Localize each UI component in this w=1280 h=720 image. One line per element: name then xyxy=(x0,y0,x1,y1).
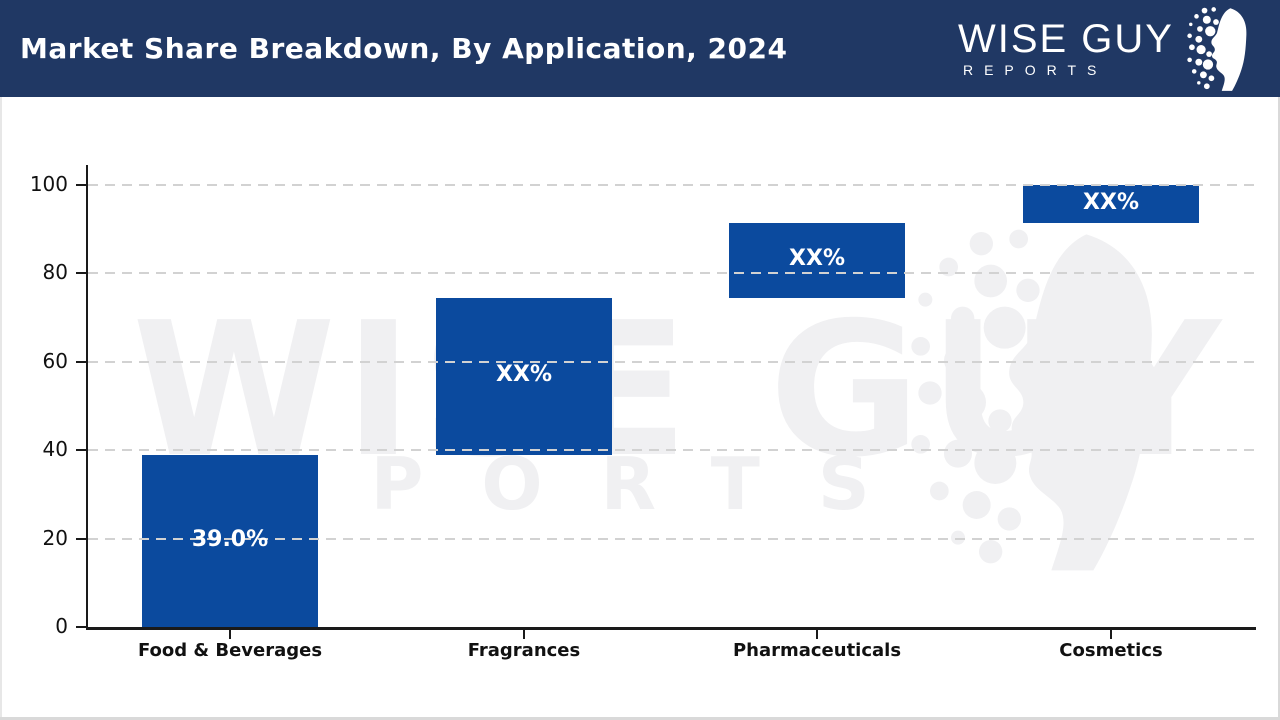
bar-value-label: 39.0% xyxy=(191,526,269,552)
y-axis-tick xyxy=(76,537,86,540)
chart-area: WISE GUY REPORTS 0 20 40 60 80 100 39.0% Food &… xyxy=(0,97,1280,717)
y-axis-tick xyxy=(76,360,86,363)
y-tick-label: 100 xyxy=(29,172,68,196)
category-label: Fragrances xyxy=(467,640,581,661)
page-title: Market Share Breakdown, By Application, … xyxy=(20,32,788,65)
category-label: Pharmaceuticals xyxy=(732,640,902,661)
wiseguy-face-icon xyxy=(1187,6,1247,91)
y-axis-tick xyxy=(76,184,86,186)
y-tick-label: 0 xyxy=(55,614,68,638)
y-axis-tick xyxy=(76,626,86,628)
bottom-border xyxy=(0,717,1280,720)
bar-value-label: XX% xyxy=(496,362,552,388)
wiseguy-face-watermark-icon xyxy=(911,229,1152,571)
bar-3 xyxy=(729,222,905,298)
y-tick-label: 20 xyxy=(42,525,68,550)
brand-logo: WISE GUY REPORTS xyxy=(958,6,1254,92)
gridline-60 xyxy=(88,360,1256,363)
y-axis-tick xyxy=(76,272,86,275)
x-axis-tick xyxy=(1110,630,1112,639)
bar-value-label: XX% xyxy=(789,246,845,272)
category-label: Cosmetics xyxy=(1059,640,1163,661)
brand-subname: REPORTS xyxy=(962,62,1108,78)
gridline-40 xyxy=(88,449,1256,452)
brand-text: WISE GUY REPORTS xyxy=(958,19,1174,78)
left-edge-line xyxy=(0,97,2,720)
bar-1 xyxy=(142,454,318,627)
gridline-100 xyxy=(88,184,1256,186)
bar-2 xyxy=(436,297,612,455)
right-edge-line xyxy=(1278,97,1280,720)
header: Market Share Breakdown, By Application, … xyxy=(0,0,1280,97)
y-tick-label: 40 xyxy=(42,437,68,462)
y-tick-label: 60 xyxy=(42,348,68,373)
x-axis-line xyxy=(86,627,1256,630)
y-axis-line xyxy=(86,165,88,630)
bar-value-label: XX% xyxy=(1083,189,1139,215)
bar-4 xyxy=(1023,185,1199,223)
gridline-80 xyxy=(88,272,1256,275)
x-axis-tick xyxy=(523,630,525,639)
y-axis-tick xyxy=(76,449,86,452)
x-axis-tick xyxy=(816,630,818,639)
category-label: Food & Beverages xyxy=(137,640,323,661)
x-axis-tick xyxy=(229,630,231,639)
gridline-20 xyxy=(88,537,1256,540)
y-tick-label: 80 xyxy=(42,260,68,285)
brand-name: WISE GUY xyxy=(957,17,1174,61)
